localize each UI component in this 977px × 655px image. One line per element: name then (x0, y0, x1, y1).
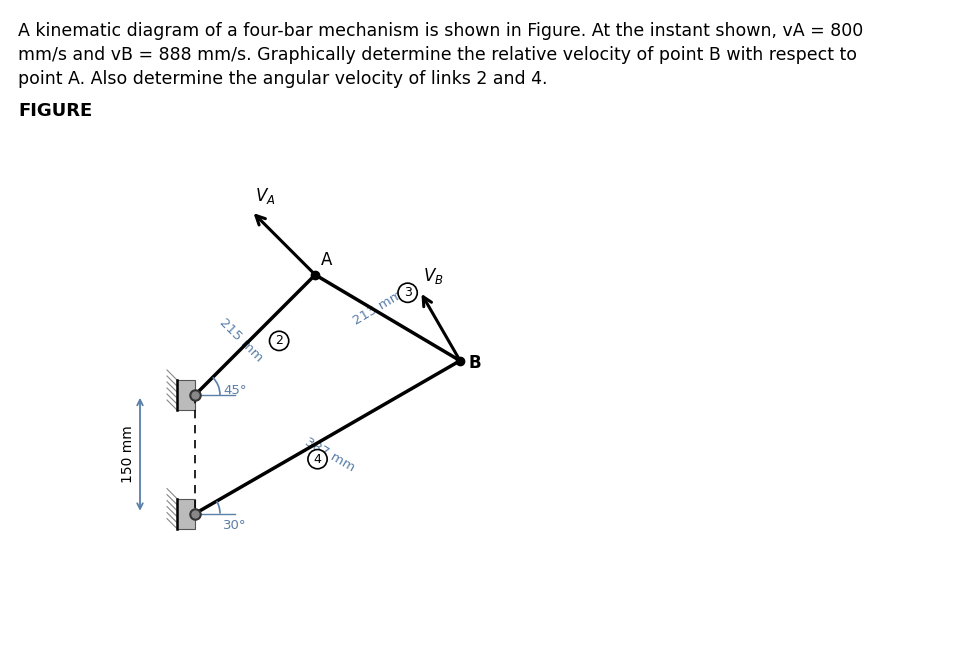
Text: FIGURE: FIGURE (18, 102, 92, 120)
Text: 45°: 45° (223, 383, 246, 396)
Text: A kinematic diagram of a four-bar mechanism is shown in Figure. At the instant s: A kinematic diagram of a four-bar mechan… (18, 22, 864, 40)
Text: B: B (468, 354, 481, 371)
Bar (177, 498, 195, 529)
Text: point A. Also determine the angular velocity of links 2 and 4.: point A. Also determine the angular velo… (18, 70, 547, 88)
Text: 215 mm: 215 mm (217, 316, 266, 364)
Text: 150 mm: 150 mm (121, 426, 135, 483)
Text: 3: 3 (404, 286, 411, 299)
Text: mm/s and vB = 888 mm/s. Graphically determine the relative velocity of point B w: mm/s and vB = 888 mm/s. Graphically dete… (18, 46, 857, 64)
Text: $\mathit{V}_A$: $\mathit{V}_A$ (255, 186, 276, 206)
Text: 387 mm: 387 mm (302, 436, 357, 475)
Text: $\mathit{V}_B$: $\mathit{V}_B$ (423, 267, 444, 286)
Text: 30°: 30° (223, 519, 246, 532)
Text: 4: 4 (314, 453, 321, 466)
Text: A: A (321, 251, 332, 269)
Text: 2: 2 (276, 335, 283, 347)
Bar (177, 380, 195, 410)
Text: 213 mm: 213 mm (351, 288, 404, 328)
